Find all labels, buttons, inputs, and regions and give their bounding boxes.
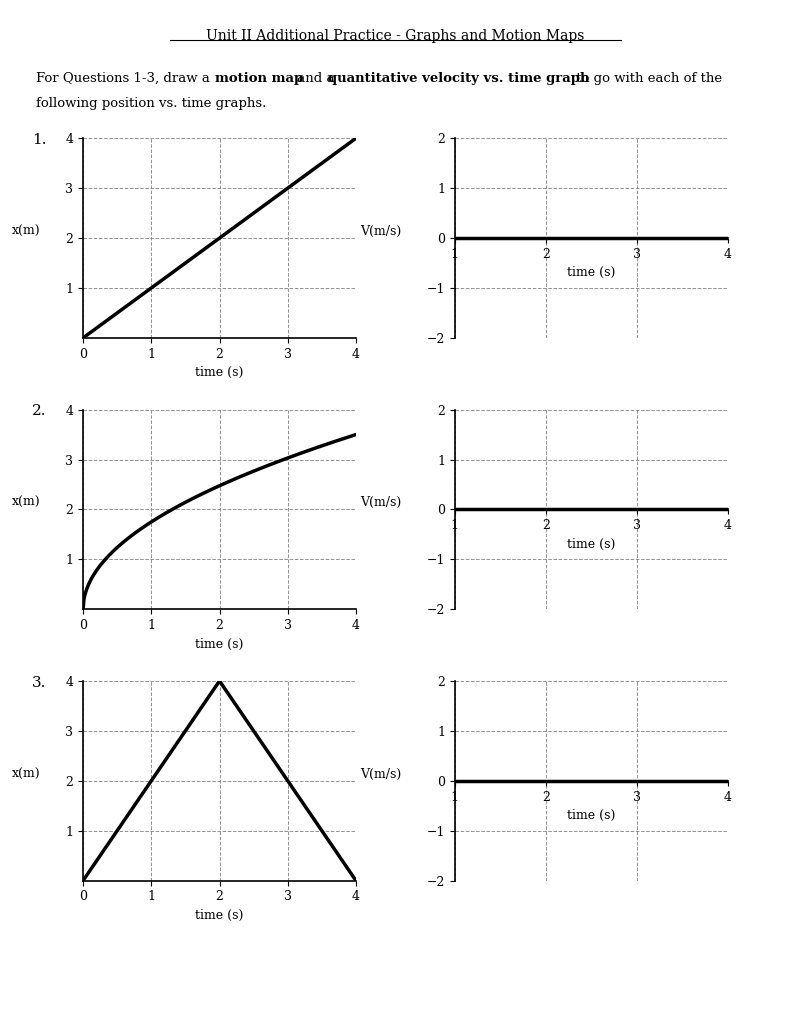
X-axis label: time (s): time (s)	[567, 809, 615, 822]
Text: following position vs. time graphs.: following position vs. time graphs.	[36, 97, 266, 111]
Text: 2.: 2.	[32, 404, 46, 419]
Text: For Questions 1-3, draw a: For Questions 1-3, draw a	[36, 72, 214, 85]
X-axis label: time (s): time (s)	[195, 638, 244, 650]
Y-axis label: V(m/s): V(m/s)	[360, 768, 401, 780]
X-axis label: time (s): time (s)	[195, 909, 244, 922]
X-axis label: time (s): time (s)	[567, 266, 615, 280]
X-axis label: time (s): time (s)	[195, 367, 244, 379]
Text: to go with each of the: to go with each of the	[572, 72, 722, 85]
Text: quantitative velocity vs. time graph: quantitative velocity vs. time graph	[328, 72, 590, 85]
Text: motion map: motion map	[215, 72, 304, 85]
Y-axis label: x(m): x(m)	[12, 497, 41, 510]
Text: 1.: 1.	[32, 133, 46, 147]
Y-axis label: x(m): x(m)	[12, 768, 41, 780]
Text: 3.: 3.	[32, 676, 46, 690]
Text: Unit II Additional Practice - Graphs and Motion Maps: Unit II Additional Practice - Graphs and…	[206, 29, 585, 43]
Y-axis label: V(m/s): V(m/s)	[360, 497, 401, 510]
X-axis label: time (s): time (s)	[567, 538, 615, 551]
Text: and a: and a	[293, 72, 339, 85]
Y-axis label: V(m/s): V(m/s)	[360, 225, 401, 239]
Y-axis label: x(m): x(m)	[12, 225, 41, 239]
